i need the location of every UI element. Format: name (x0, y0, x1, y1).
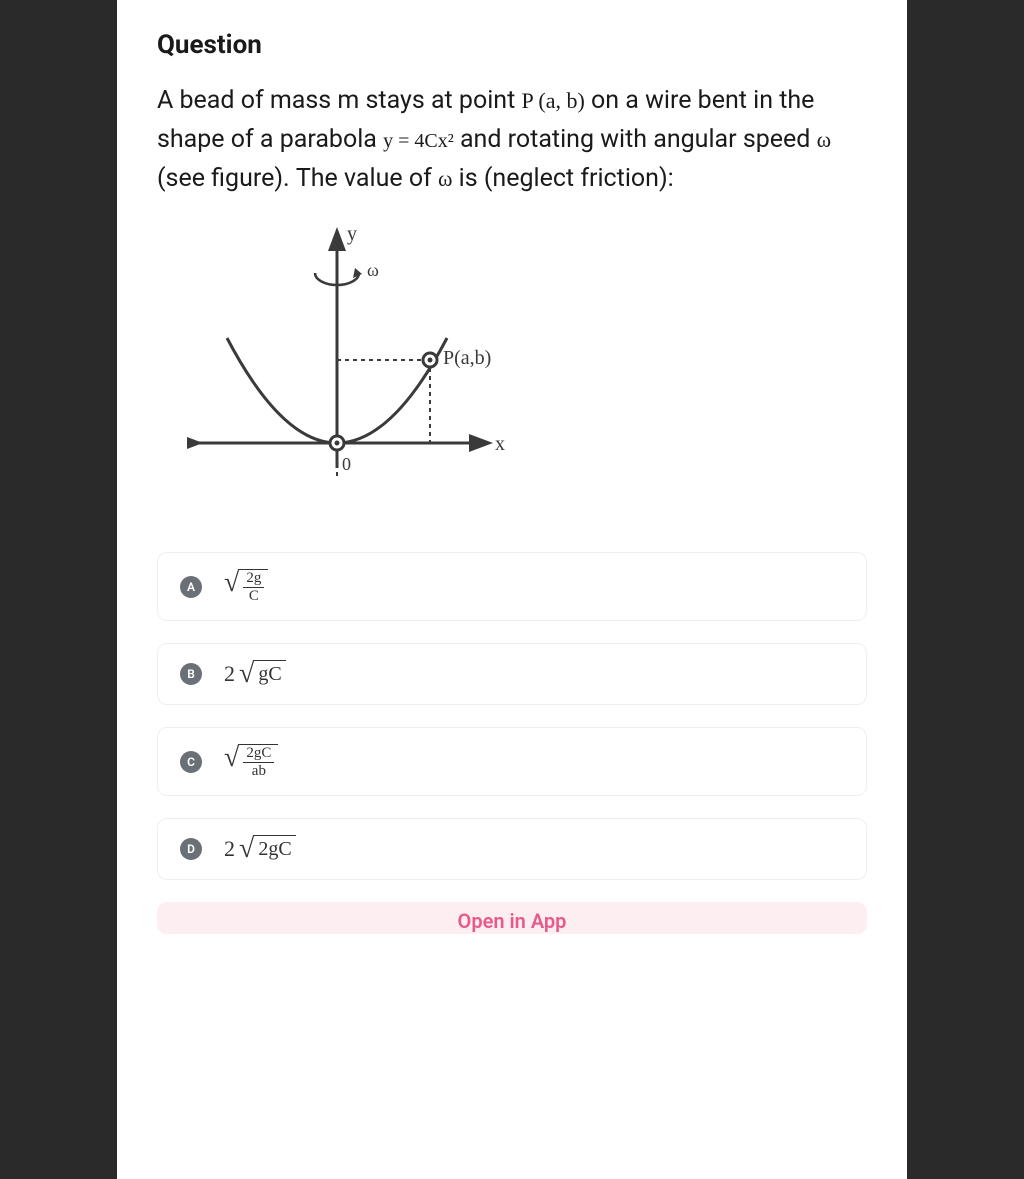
option-b[interactable]: B 2 √ gC (157, 643, 867, 705)
frac-num: 2gC (243, 745, 274, 763)
option-a[interactable]: A √ 2g C (157, 552, 867, 621)
q-omega1: ω (817, 127, 831, 152)
option-badge: D (180, 838, 202, 860)
coef: 2 (224, 836, 235, 862)
option-formula: 2 √ 2gC (224, 835, 296, 863)
option-formula: √ 2g C (224, 569, 268, 604)
root-content: 2gC (258, 838, 291, 861)
option-badge: C (180, 751, 202, 773)
q-part4: (see figure). The value of (157, 164, 438, 193)
fig-x-label: x (495, 433, 505, 455)
frac-den: C (246, 588, 262, 605)
truncated-header: · · · · · · · · · · · · (157, 0, 867, 12)
option-c[interactable]: C √ 2gC ab (157, 727, 867, 796)
root-content: gC (258, 663, 281, 686)
fig-point-label: P(a,b) (443, 347, 491, 369)
option-formula: √ 2gC ab (224, 744, 278, 779)
option-formula: 2 √ gC (224, 660, 286, 688)
question-card: · · · · · · · · · · · · Question A bead … (117, 0, 907, 1179)
coef: 2 (224, 661, 235, 687)
option-d[interactable]: D 2 √ 2gC (157, 818, 867, 880)
fig-omega-label: ω (367, 260, 379, 280)
q-omega2: ω (438, 166, 452, 191)
parabola-diagram: ω y x 0 P(a,b) (187, 218, 527, 518)
question-text: A bead of mass m stays at point P (a, b)… (157, 82, 867, 198)
frac-den: ab (249, 763, 269, 780)
question-figure: ω y x 0 P(a,b) (187, 218, 867, 522)
q-equation: y = 4Cx² (383, 130, 454, 152)
q-part1: A bead of mass m stays at point (157, 86, 521, 115)
fig-y-label: y (347, 223, 357, 245)
q-point: P (a, b) (521, 88, 584, 113)
fig-origin-label: 0 (342, 454, 351, 474)
options-list: A √ 2g C B 2 √ (157, 552, 867, 880)
option-badge: B (180, 663, 202, 685)
q-part3: and rotating with angular speed (454, 125, 817, 154)
option-badge: A (180, 576, 202, 598)
question-heading: Question (157, 30, 867, 60)
open-in-app-button[interactable]: Open in App (157, 902, 867, 934)
frac-num: 2g (243, 570, 264, 588)
q-part5: is (neglect friction): (452, 164, 673, 193)
